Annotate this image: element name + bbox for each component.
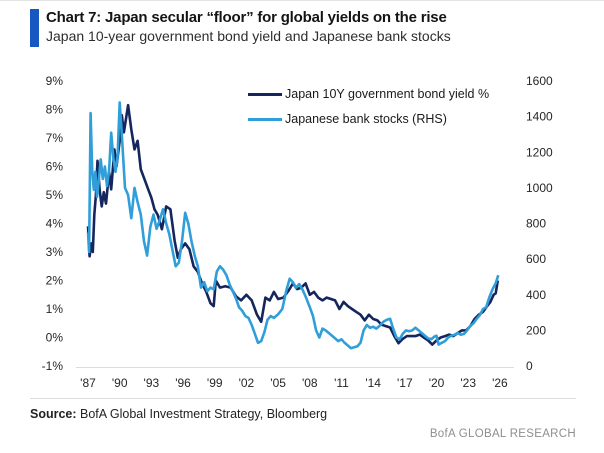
x-axis-tick-label: '20 <box>429 376 445 390</box>
x-axis-tick-label: '93 <box>144 376 160 390</box>
right-axis-tick-label: 0 <box>526 359 533 373</box>
title-accent-bar <box>30 9 39 47</box>
right-axis-tick-label: 1000 <box>526 181 553 195</box>
x-axis-tick-label: '11 <box>334 376 349 390</box>
x-axis-tick-label: '90 <box>112 376 128 390</box>
right-axis-tick-label: 200 <box>526 323 546 337</box>
legend-label: Japan 10Y government bond yield % <box>285 87 490 101</box>
source-note: Source: BofA Global Investment Strategy,… <box>30 407 327 421</box>
right-axis-tick-label: 1400 <box>526 110 553 124</box>
left-axis-tick-label: 5% <box>46 188 64 202</box>
legend-line-swatch <box>248 117 282 121</box>
brand-label: BofA GLOBAL RESEARCH <box>429 428 576 440</box>
left-axis-tick-label: 2% <box>46 274 64 288</box>
left-axis-tick-label: 7% <box>46 131 64 145</box>
chart-title: Chart 7: Japan secular “floor” for globa… <box>46 9 447 26</box>
chart-subtitle: Japan 10-year government bond yield and … <box>46 28 451 44</box>
left-axis-tick-label: 4% <box>46 217 64 231</box>
left-axis-tick-label: 1% <box>46 302 64 316</box>
right-axis-tick-label: 1600 <box>526 74 553 88</box>
left-axis-tick-label: 9% <box>46 74 64 88</box>
x-axis-tick-label: '23 <box>460 376 476 390</box>
x-axis-tick-label: '02 <box>239 376 255 390</box>
chart-line-bank-stocks <box>86 101 500 350</box>
legend-item: Japanese bank stocks (RHS) <box>248 112 489 126</box>
legend-item: Japan 10Y government bond yield % <box>248 87 489 101</box>
left-axis-tick-label: 3% <box>46 245 64 259</box>
x-axis-tick-label: '08 <box>302 376 318 390</box>
x-axis-tick-label: '26 <box>492 376 508 390</box>
legend: Japan 10Y government bond yield % Japanes… <box>248 87 489 137</box>
legend-label: Japanese bank stocks (RHS) <box>285 112 447 126</box>
x-axis-tick-label: '17 <box>397 376 413 390</box>
x-axis-tick-label: '99 <box>207 376 223 390</box>
source-text: BofA Global Investment Strategy, Bloombe… <box>76 407 328 421</box>
x-axis-tick-label: '05 <box>270 376 286 390</box>
left-axis-tick-label: 8% <box>46 103 64 117</box>
x-axis-tick-label: '14 <box>365 376 381 390</box>
x-axis-tick-label: '87 <box>80 376 96 390</box>
source-label: Source: <box>30 407 77 421</box>
right-axis-tick-label: 1200 <box>526 145 553 159</box>
chart-line-bond-yield <box>86 103 500 346</box>
right-axis-tick-label: 600 <box>526 252 546 266</box>
x-axis-tick-label: '96 <box>175 376 191 390</box>
separator-line <box>30 398 576 399</box>
right-axis-tick-label: 400 <box>526 288 546 302</box>
left-axis-tick-label: 6% <box>46 160 64 174</box>
left-axis-tick-label: -1% <box>42 359 64 373</box>
right-axis-tick-label: 800 <box>526 217 546 231</box>
legend-line-swatch <box>248 92 282 96</box>
left-axis-tick-label: 0% <box>46 331 64 345</box>
